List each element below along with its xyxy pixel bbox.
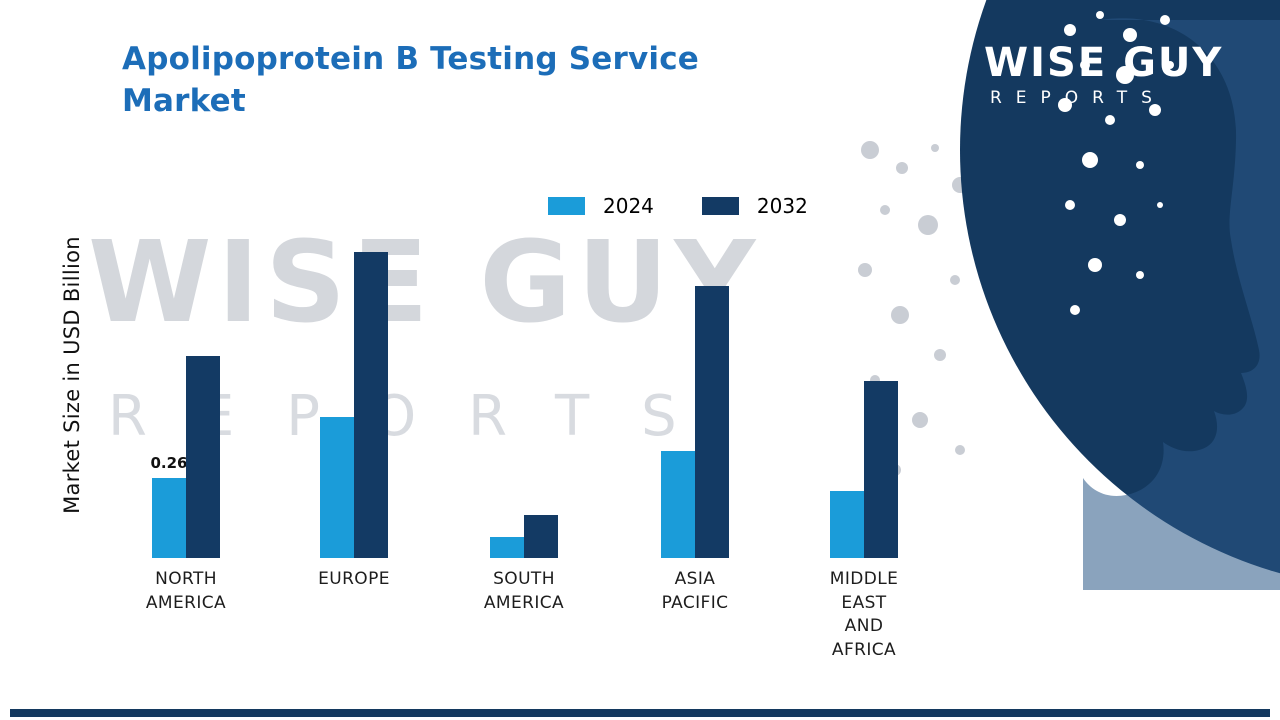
bar-2024-north-america bbox=[152, 478, 186, 558]
face-profile-icon bbox=[1058, 11, 1280, 590]
chart-legend: 2024 2032 bbox=[548, 194, 808, 218]
bar-2024-south-america bbox=[490, 537, 524, 558]
category-label-asia-pacific: ASIA PACIFIC bbox=[661, 569, 729, 613]
logo-dots bbox=[1058, 11, 1174, 315]
bar-2032-middle-east-and-africa bbox=[864, 381, 898, 558]
bar-2032-asia-pacific bbox=[695, 286, 729, 558]
legend-item-2024: 2024 bbox=[548, 194, 654, 218]
brand-logo-text: WISE GUY bbox=[984, 40, 1224, 86]
category-label-south-america: SOUTH AMERICA bbox=[483, 569, 565, 613]
bar-2024-europe bbox=[320, 417, 354, 558]
bar-2032-north-america bbox=[186, 356, 220, 558]
category-label-middle-east-and-africa: MIDDLE EAST AND AFRICA bbox=[829, 569, 899, 660]
bar-2032-south-america bbox=[524, 515, 558, 558]
bottom-accent-bar bbox=[10, 709, 1270, 717]
face-silhouette bbox=[1083, 18, 1280, 590]
legend-label: 2024 bbox=[603, 194, 654, 218]
brand-logo-subtext: REPORTS bbox=[990, 88, 1166, 108]
bar-2024-middle-east-and-africa bbox=[830, 491, 864, 558]
legend-item-2032: 2032 bbox=[701, 194, 808, 218]
watermark-brand-text: WISE GUY bbox=[88, 218, 762, 348]
bar-2032-europe bbox=[354, 252, 388, 558]
bar-2024-asia-pacific bbox=[661, 451, 695, 558]
legend-swatch-2032 bbox=[701, 197, 739, 215]
category-label-europe: EUROPE bbox=[318, 569, 390, 589]
legend-swatch-2024 bbox=[548, 197, 585, 215]
legend-label: 2032 bbox=[756, 194, 808, 218]
bar-value-label: 0.26 bbox=[150, 454, 188, 472]
category-label-north-america: NORTH AMERICA bbox=[145, 569, 227, 613]
page-title: Apolipoprotein B Testing Service Market bbox=[122, 41, 700, 119]
